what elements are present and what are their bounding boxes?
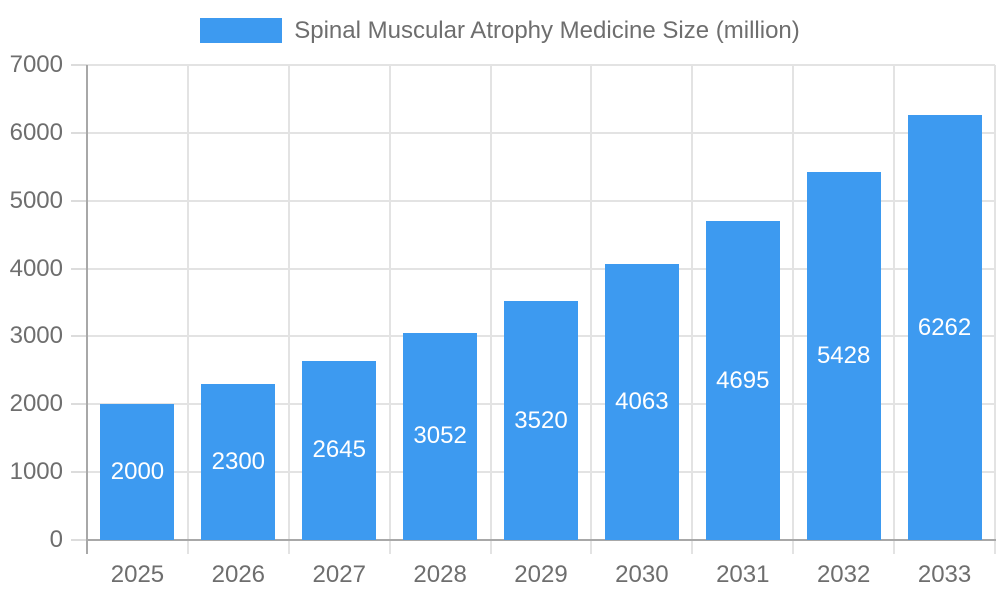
x-axis-tick-label: 2033 [917, 561, 972, 588]
bar-value-label: 3052 [413, 422, 467, 450]
gridline-vertical [792, 65, 795, 554]
x-axis-tick-label: 2028 [413, 561, 467, 588]
bar-value-label: 3520 [514, 406, 568, 434]
gridline-vertical [994, 65, 996, 554]
bar-2031 [705, 221, 780, 540]
gridline-vertical [186, 65, 189, 554]
y-axis-tick-label: 5000 [9, 186, 63, 214]
legend[interactable]: Spinal Muscular Atrophy Medicine Size (m… [0, 14, 1000, 46]
bar-value-label: 6262 [917, 313, 972, 341]
bar-value-label: 2300 [211, 447, 266, 475]
y-axis-tick-label: 3000 [9, 322, 63, 350]
bar-2029 [504, 301, 578, 540]
gridline-vertical [388, 65, 391, 554]
y-axis-line [86, 65, 88, 554]
gridline-horizontal [87, 131, 995, 134]
bar-value-label: 4695 [716, 366, 770, 394]
y-axis-tick [71, 471, 87, 474]
bar-2027 [302, 360, 377, 540]
gridline-horizontal [87, 64, 995, 66]
gridline-vertical [893, 65, 896, 554]
x-axis-tick-label: 2026 [211, 561, 266, 588]
y-axis-tick-label: 1000 [9, 458, 63, 486]
bar-2028 [403, 332, 478, 540]
gridline-vertical [489, 65, 492, 554]
x-axis-tick-label: 2027 [312, 561, 366, 588]
y-axis-tick [71, 64, 87, 66]
bar-value-label: 2000 [110, 458, 165, 486]
y-axis-tick-label: 0 [49, 526, 63, 553]
gridline-vertical [691, 65, 694, 554]
x-axis-tick-label: 2029 [514, 561, 568, 588]
x-axis-tick-label: 2030 [615, 561, 669, 588]
y-axis-tick [71, 539, 87, 541]
gridline-vertical [590, 65, 593, 554]
x-axis-line [86, 539, 996, 541]
gridline-vertical [287, 65, 290, 554]
bar-value-label: 4063 [615, 388, 669, 416]
bar-2033 [907, 115, 982, 540]
x-axis-tick-label: 2031 [716, 561, 770, 588]
gridline-horizontal [87, 199, 995, 202]
bar-value-label: 5428 [816, 341, 871, 369]
x-axis-tick-label: 2025 [110, 561, 165, 588]
y-axis-tick [71, 199, 87, 202]
y-axis-tick [71, 403, 87, 406]
bar-2030 [604, 264, 679, 540]
y-axis-tick-label: 2000 [9, 390, 63, 418]
y-axis-tick-label: 6000 [9, 118, 63, 146]
x-axis-tick-label: 2032 [816, 561, 871, 588]
bar-2026 [201, 383, 276, 540]
bar-value-label: 2645 [312, 436, 366, 464]
y-axis-tick [71, 267, 87, 270]
legend-swatch [200, 17, 283, 43]
bar-2025 [100, 404, 175, 540]
y-axis-tick-label: 4000 [9, 254, 63, 282]
y-axis-tick [71, 131, 87, 134]
gridline-horizontal [87, 267, 995, 270]
y-axis-tick [71, 335, 87, 338]
y-axis-tick-label: 7000 [9, 51, 63, 78]
legend-label: Spinal Muscular Atrophy Medicine Size (m… [294, 16, 800, 44]
bar-2032 [806, 171, 881, 540]
